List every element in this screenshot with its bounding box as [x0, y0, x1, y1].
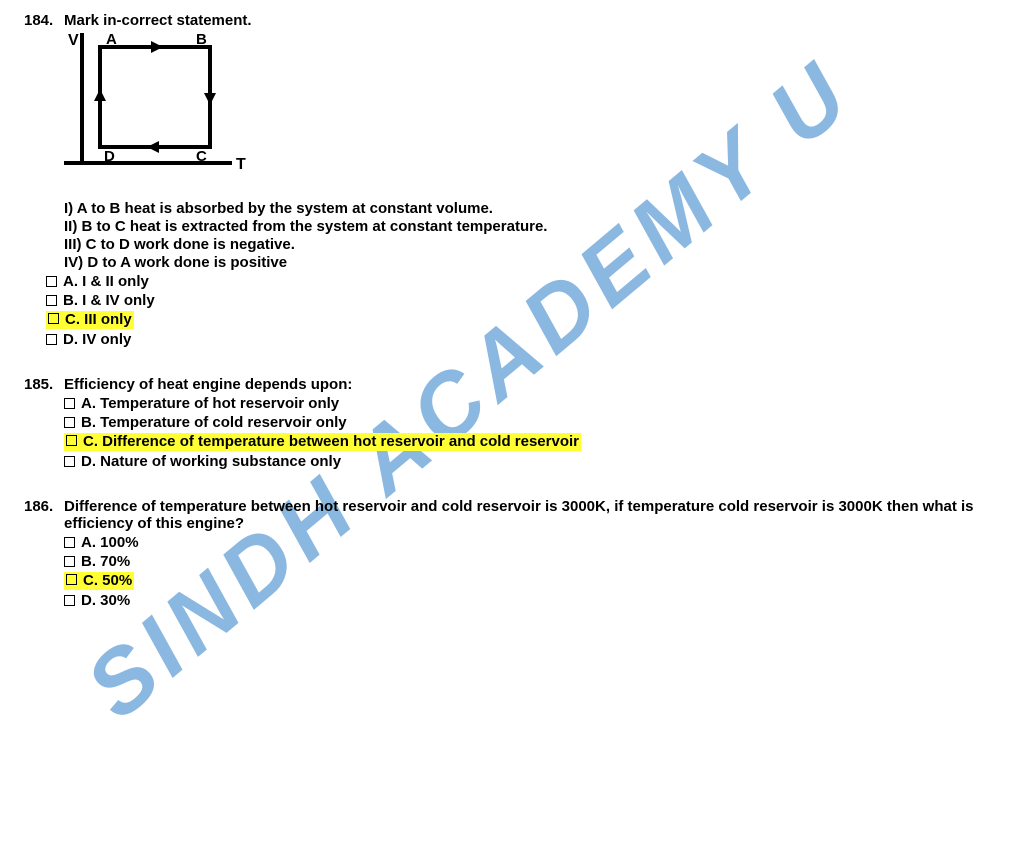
- checkbox-icon: [64, 398, 75, 409]
- option-a: A. I & II only: [46, 273, 1000, 290]
- corner-d: D: [104, 148, 115, 165]
- checkbox-icon: [48, 313, 59, 324]
- statement-1: I) A to B heat is absorbed by the system…: [64, 200, 1000, 217]
- option-label: B. I & IV only: [63, 292, 155, 309]
- checkbox-icon: [64, 417, 75, 428]
- question-number: 185.: [24, 376, 64, 393]
- options-list: A. I & II only B. I & IV only C. III onl…: [46, 273, 1000, 348]
- checkbox-icon: [46, 295, 57, 306]
- option-label: C. III only: [65, 311, 132, 328]
- option-label: D. Nature of working substance only: [81, 453, 341, 470]
- checkbox-icon: [64, 537, 75, 548]
- option-label: A. Temperature of hot reservoir only: [81, 395, 339, 412]
- checkbox-icon: [64, 595, 75, 606]
- option-d: D. Nature of working substance only: [64, 453, 1000, 470]
- option-a: A. 100%: [64, 534, 1000, 551]
- option-label: B. Temperature of cold reservoir only: [81, 414, 347, 431]
- checkbox-icon: [46, 276, 57, 287]
- question-prompt: Mark in-correct statement.: [64, 12, 1000, 29]
- corner-a: A: [106, 33, 117, 48]
- checkbox-icon: [64, 556, 75, 567]
- question-number: 184.: [24, 12, 64, 29]
- option-d: D. 30%: [64, 592, 1000, 609]
- option-label: D. 30%: [81, 592, 130, 609]
- option-b: B. 70%: [64, 553, 1000, 570]
- option-label: A. I & II only: [63, 273, 149, 290]
- statement-2: II) B to C heat is extracted from the sy…: [64, 218, 1000, 235]
- question-prompt: Efficiency of heat engine depends upon:: [64, 376, 1000, 393]
- question-prompt: Difference of temperature between hot re…: [64, 498, 1000, 532]
- statement-3: III) C to D work done is negative.: [64, 236, 1000, 253]
- option-d: D. IV only: [46, 331, 1000, 348]
- x-axis-label: T: [236, 156, 246, 173]
- options-list: A. Temperature of hot reservoir only B. …: [64, 395, 1000, 470]
- question-185: 185. Efficiency of heat engine depends u…: [24, 376, 1000, 470]
- statement-4: IV) D to A work done is positive: [64, 254, 1000, 271]
- checkbox-icon: [64, 456, 75, 467]
- vt-diagram: V T A B C D: [64, 33, 1000, 192]
- option-label: D. IV only: [63, 331, 131, 348]
- corner-b: B: [196, 33, 207, 48]
- page-content: 184. Mark in-correct statement. V: [24, 12, 1000, 609]
- option-c: C. 50%: [64, 572, 1000, 590]
- option-a: A. Temperature of hot reservoir only: [64, 395, 1000, 412]
- options-list: A. 100% B. 70% C. 50% D. 30%: [64, 534, 1000, 609]
- y-axis-label: V: [68, 33, 79, 49]
- checkbox-icon: [66, 574, 77, 585]
- vt-diagram-svg: V T A B C D: [64, 33, 254, 188]
- corner-c: C: [196, 148, 207, 165]
- option-b: B. I & IV only: [46, 292, 1000, 309]
- option-label: C. Difference of temperature between hot…: [83, 433, 579, 450]
- statement-list: I) A to B heat is absorbed by the system…: [64, 200, 1000, 271]
- option-label: A. 100%: [81, 534, 139, 551]
- checkbox-icon: [46, 334, 57, 345]
- option-c: C. III only: [46, 311, 1000, 329]
- question-number: 186.: [24, 498, 64, 532]
- question-184: 184. Mark in-correct statement. V: [24, 12, 1000, 348]
- checkbox-icon: [66, 435, 77, 446]
- option-c: C. Difference of temperature between hot…: [64, 433, 1000, 451]
- option-b: B. Temperature of cold reservoir only: [64, 414, 1000, 431]
- option-label: B. 70%: [81, 553, 130, 570]
- option-label: C. 50%: [83, 572, 132, 589]
- question-186: 186. Difference of temperature between h…: [24, 498, 1000, 609]
